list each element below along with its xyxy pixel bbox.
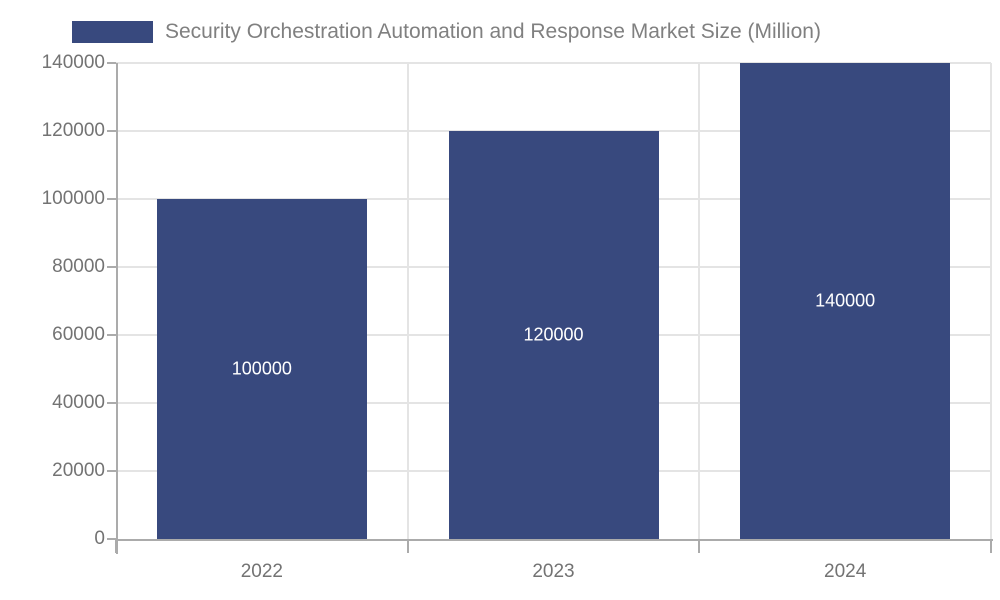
- y-axis-line: [116, 63, 118, 554]
- y-tick-label: 120000: [41, 120, 105, 141]
- y-tick: [107, 334, 116, 336]
- y-tick: [107, 266, 116, 268]
- bar-value-label: 100000: [231, 358, 292, 379]
- x-tick: [990, 539, 992, 553]
- h-gridline: [116, 62, 991, 64]
- x-tick-label: 2024: [824, 561, 867, 582]
- v-gridline: [406, 63, 409, 539]
- y-tick: [107, 62, 116, 64]
- y-tick: [107, 130, 116, 132]
- legend-swatch: [72, 21, 153, 43]
- y-tick-label: 20000: [52, 460, 105, 481]
- y-tick: [107, 538, 116, 540]
- x-axis-line: [116, 539, 993, 541]
- bar: [156, 199, 367, 539]
- x-tick-label: 2023: [532, 561, 575, 582]
- y-tick-label: 0: [94, 528, 105, 549]
- bar-value-label: 120000: [523, 324, 584, 345]
- v-gridline: [990, 63, 992, 539]
- x-tick: [698, 539, 701, 553]
- y-tick: [107, 402, 116, 404]
- y-tick: [107, 198, 116, 200]
- x-tick: [406, 539, 409, 553]
- x-tick-label: 2022: [240, 561, 283, 582]
- bar-value-label: 140000: [815, 290, 876, 311]
- bar: [740, 63, 951, 539]
- y-tick-label: 140000: [41, 52, 105, 73]
- y-tick-label: 40000: [52, 392, 105, 413]
- y-tick: [107, 470, 116, 472]
- y-tick-label: 80000: [52, 256, 105, 277]
- chart-title: Security Orchestration Automation and Re…: [165, 20, 821, 43]
- y-tick-label: 60000: [52, 324, 105, 345]
- x-tick: [115, 539, 117, 553]
- y-tick-label: 100000: [41, 188, 105, 209]
- bar: [448, 131, 659, 539]
- plot-area: 100000 120000 140000: [116, 62, 992, 539]
- legend: Security Orchestration Automation and Re…: [72, 20, 821, 44]
- v-gridline: [698, 63, 701, 539]
